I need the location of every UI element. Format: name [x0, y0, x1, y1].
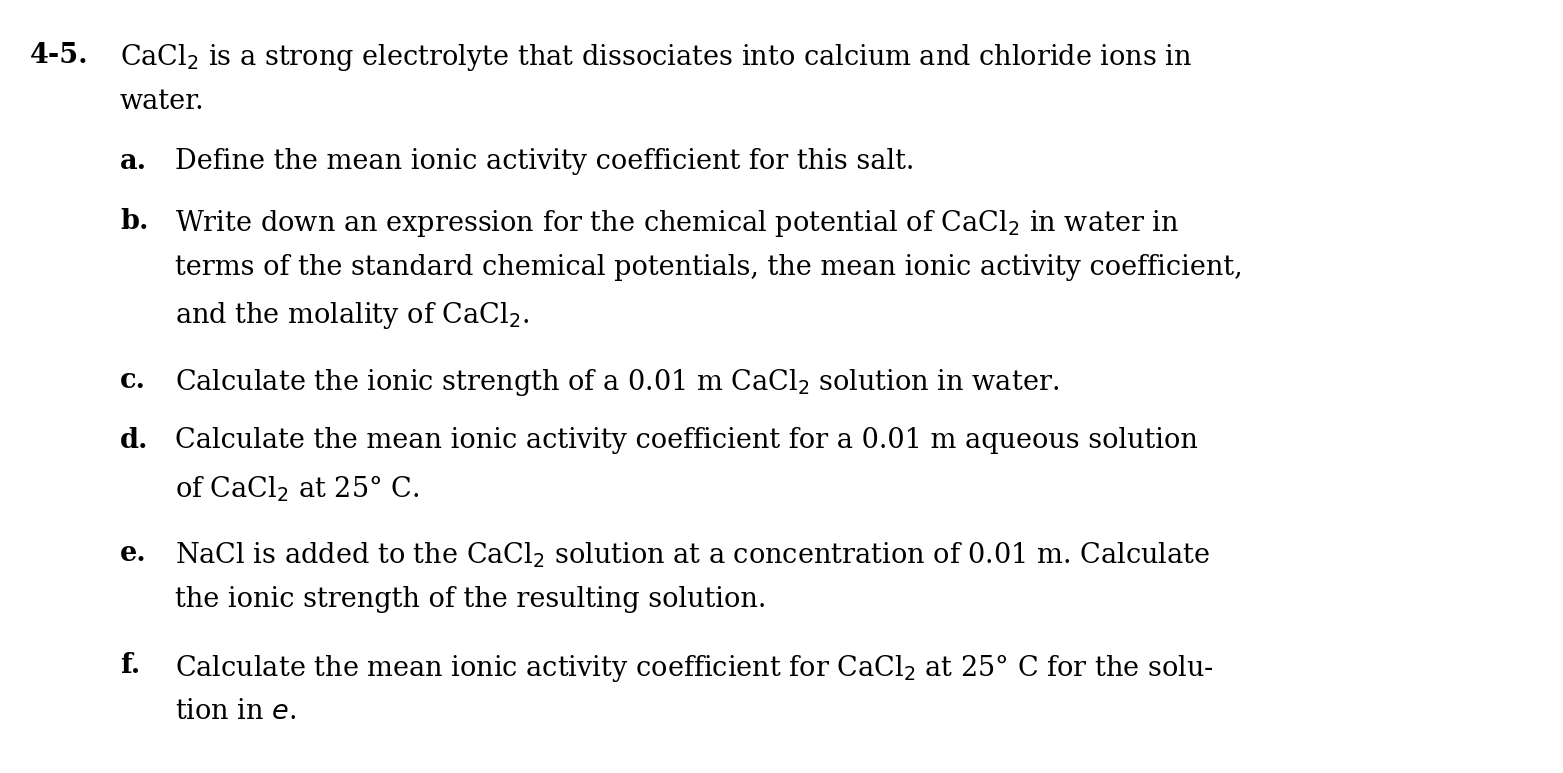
Text: NaCl is added to the CaCl$_2$ solution at a concentration of 0.01 m. Calculate: NaCl is added to the CaCl$_2$ solution a… [175, 540, 1210, 570]
Text: CaCl$_2$ is a strong electrolyte that dissociates into calcium and chloride ions: CaCl$_2$ is a strong electrolyte that di… [120, 42, 1193, 73]
Text: Define the mean ionic activity coefficient for this salt.: Define the mean ionic activity coefficie… [175, 148, 914, 175]
Text: and the molality of CaCl$_2$.: and the molality of CaCl$_2$. [175, 300, 530, 331]
Text: the ionic strength of the resulting solution.: the ionic strength of the resulting solu… [175, 586, 766, 613]
Text: Calculate the mean ionic activity coefficient for CaCl$_2$ at 25° C for the solu: Calculate the mean ionic activity coeffi… [175, 652, 1214, 684]
Text: a.: a. [120, 148, 147, 175]
Text: d.: d. [120, 427, 148, 454]
Text: terms of the standard chemical potentials, the mean ionic activity coefficient,: terms of the standard chemical potential… [175, 254, 1243, 281]
Text: water.: water. [120, 88, 205, 115]
Text: f.: f. [120, 652, 141, 679]
Text: of CaCl$_2$ at 25° C.: of CaCl$_2$ at 25° C. [175, 473, 419, 503]
Text: tion in $e$.: tion in $e$. [175, 698, 297, 725]
Text: Write down an expression for the chemical potential of CaCl$_2$ in water in: Write down an expression for the chemica… [175, 208, 1179, 239]
Text: 4-5.: 4-5. [30, 42, 89, 69]
Text: c.: c. [120, 367, 145, 394]
Text: Calculate the mean ionic activity coefficient for a 0.01 m aqueous solution: Calculate the mean ionic activity coeffi… [175, 427, 1197, 454]
Text: Calculate the ionic strength of a 0.01 m CaCl$_2$ solution in water.: Calculate the ionic strength of a 0.01 m… [175, 367, 1060, 398]
Text: b.: b. [120, 208, 148, 235]
Text: e.: e. [120, 540, 147, 567]
